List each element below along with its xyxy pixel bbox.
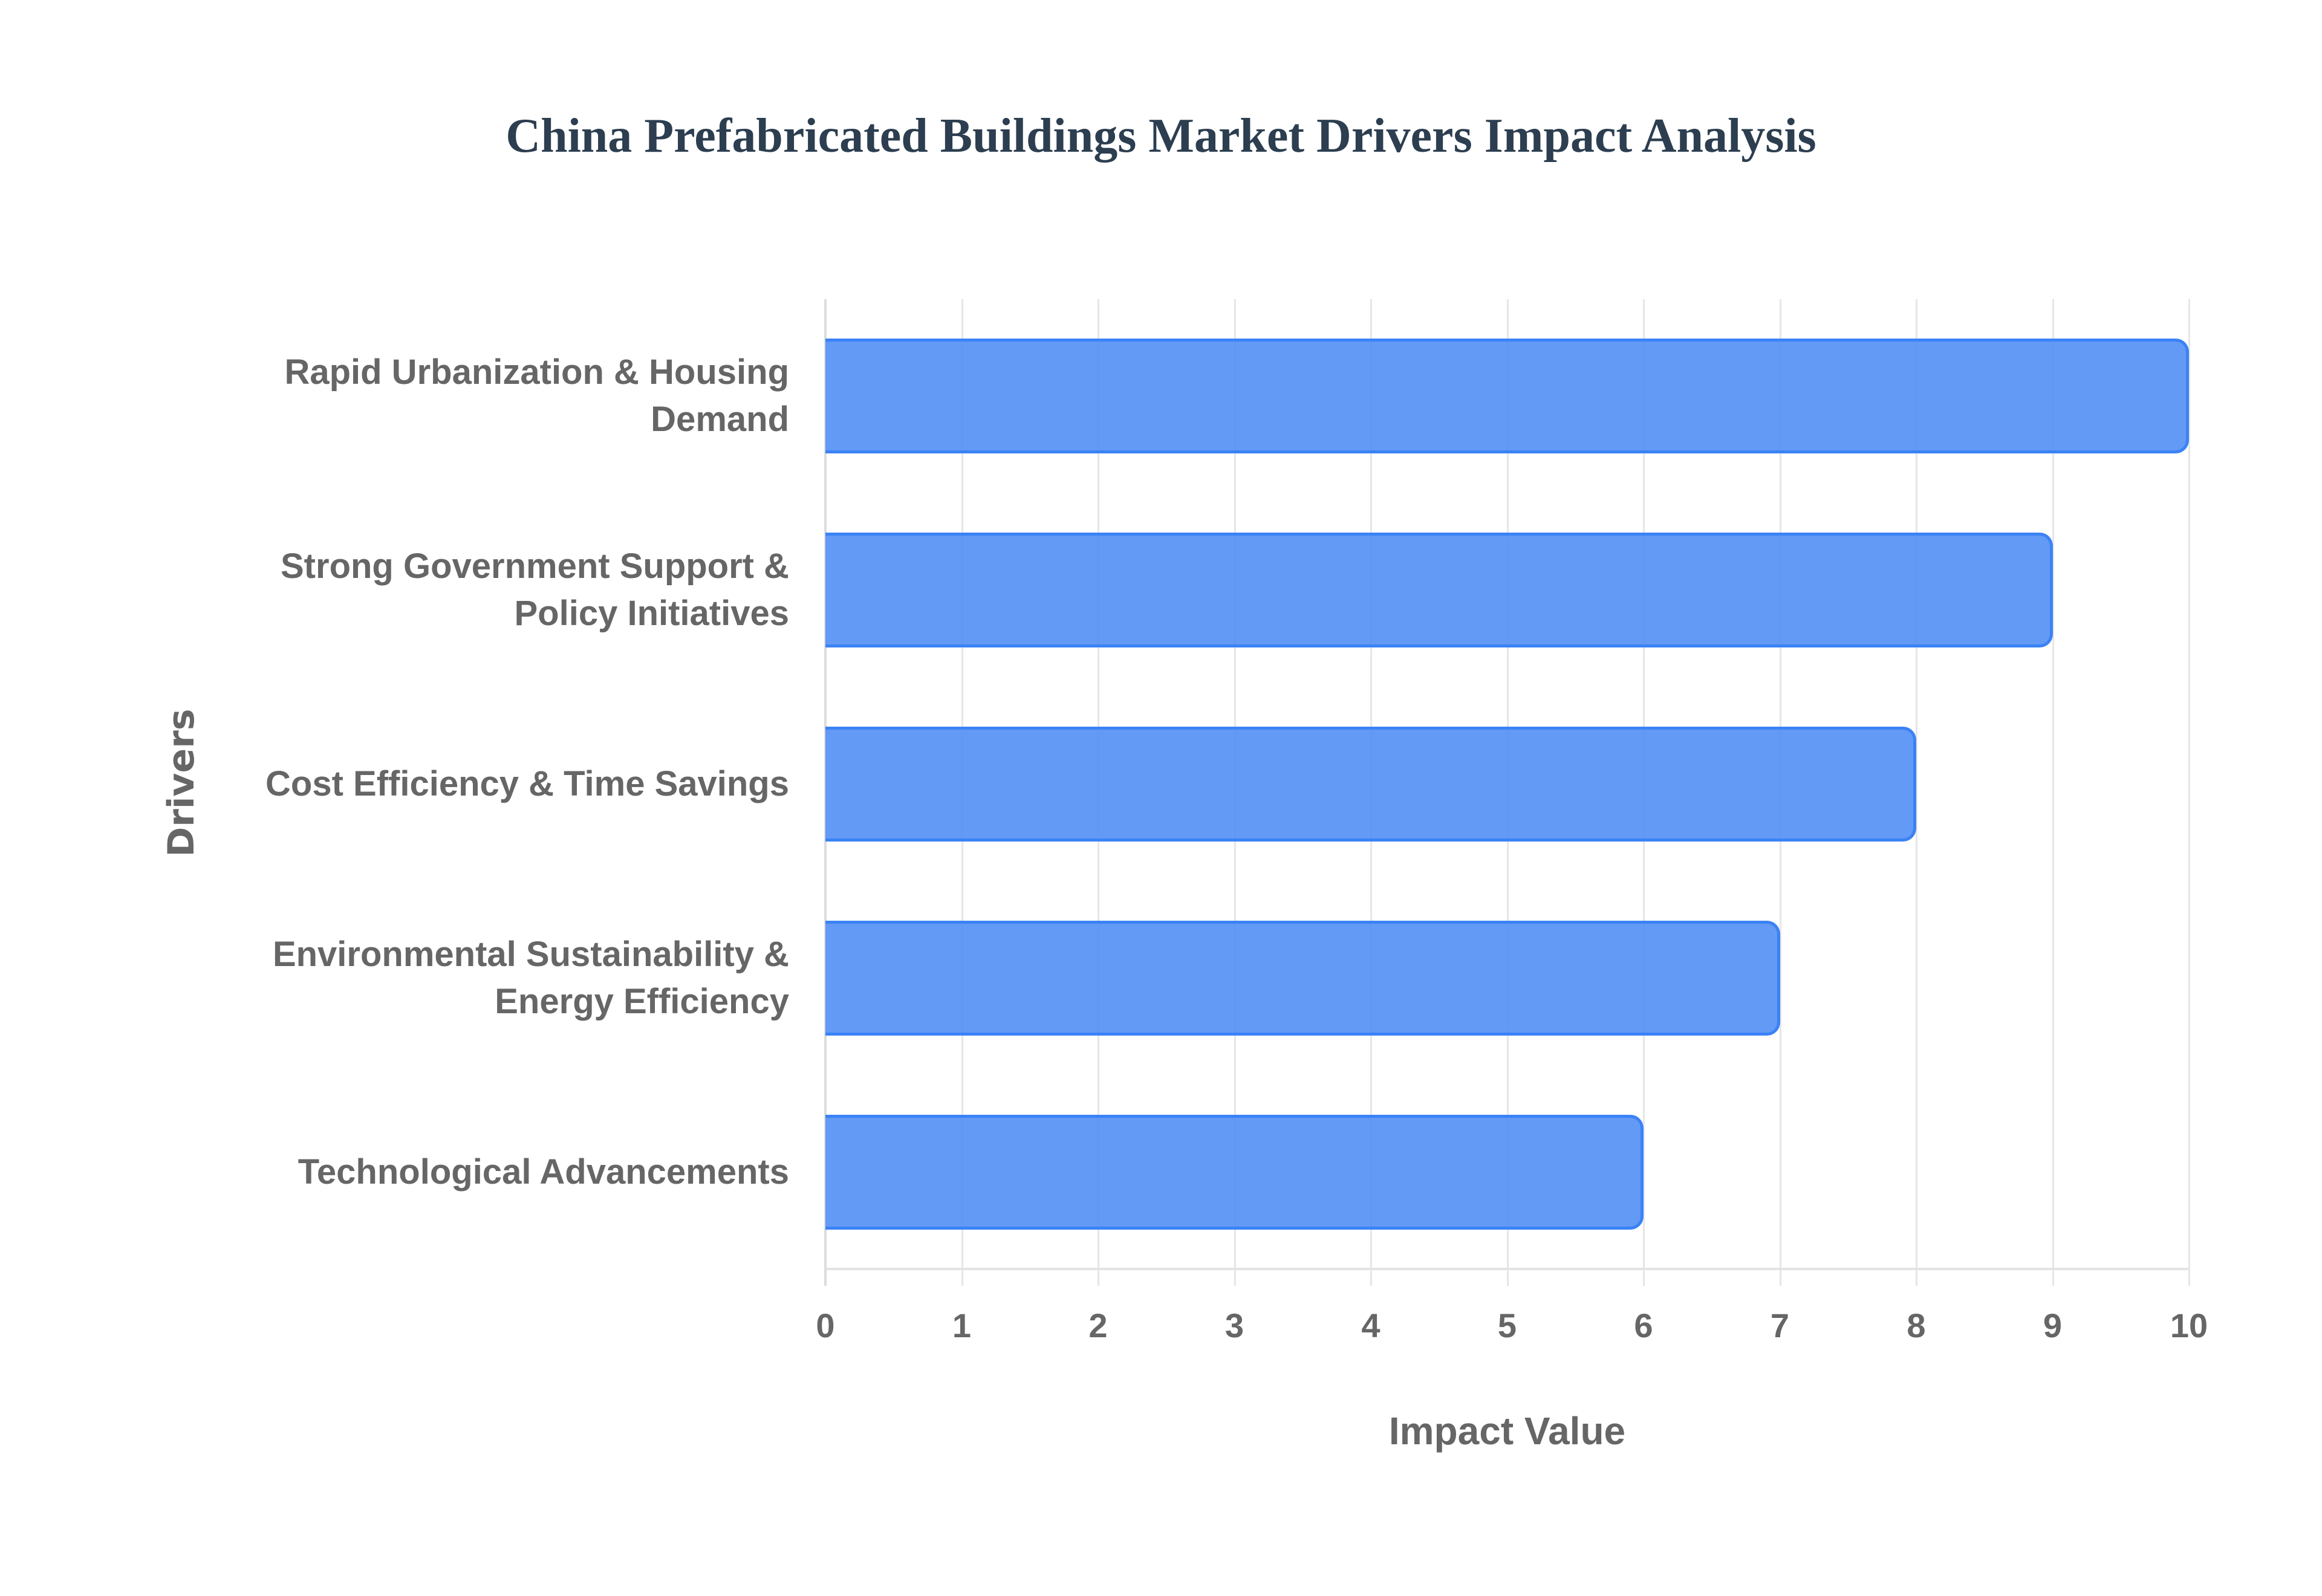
y-category-label-line: Rapid Urbanization & Housing	[284, 352, 789, 392]
x-tick-label: 4	[1361, 1306, 1381, 1345]
y-category-label: Strong Government Support & Policy Initia…	[184, 543, 789, 637]
y-category-label: Environmental Sustainability & Energy Eff…	[184, 931, 789, 1025]
gridline	[2052, 299, 2054, 1286]
y-category-label-line: Energy Efficiency	[495, 982, 789, 1021]
x-axis-line	[825, 1268, 2189, 1270]
x-tick-label: 2	[1088, 1306, 1108, 1345]
y-category-label: Rapid Urbanization & Housing Demand	[184, 349, 789, 443]
y-category-label: Cost Efficiency & Time Savings	[184, 761, 789, 808]
x-tick-label: 5	[1497, 1306, 1517, 1345]
y-category-label-line: Technological Advancements	[298, 1152, 789, 1192]
y-category-label-line: Cost Efficiency & Time Savings	[265, 764, 789, 803]
x-tick-label: 1	[952, 1306, 972, 1345]
chart-title: China Prefabricated Buildings Market Dri…	[506, 109, 1816, 163]
x-tick-label: 6	[1634, 1306, 1653, 1345]
x-tick-label: 9	[2043, 1306, 2063, 1345]
y-category-label-line: Environmental Sustainability &	[272, 935, 789, 974]
x-tick-label: 3	[1224, 1306, 1244, 1345]
x-axis-title: Impact Value	[1388, 1409, 1626, 1453]
y-category-label-line: Strong Government Support &	[281, 547, 789, 586]
y-category-label: Technological Advancements	[184, 1149, 789, 1196]
x-tick-label: 7	[1770, 1306, 1790, 1345]
x-tick-label: 0	[816, 1306, 835, 1345]
bar[interactable]	[825, 1115, 1644, 1230]
bar[interactable]	[825, 533, 2053, 647]
gridline	[1916, 299, 1917, 1286]
y-category-label-line: Demand	[651, 400, 789, 439]
plot-area	[824, 299, 2190, 1286]
gridline	[2188, 299, 2190, 1286]
y-category-label-line: Policy Initiatives	[514, 594, 789, 633]
bar[interactable]	[825, 921, 1780, 1036]
x-tick-label: 8	[1907, 1306, 1926, 1345]
bar[interactable]	[825, 727, 1916, 842]
x-tick-label: 10	[2170, 1306, 2208, 1345]
bar[interactable]	[825, 339, 2189, 453]
